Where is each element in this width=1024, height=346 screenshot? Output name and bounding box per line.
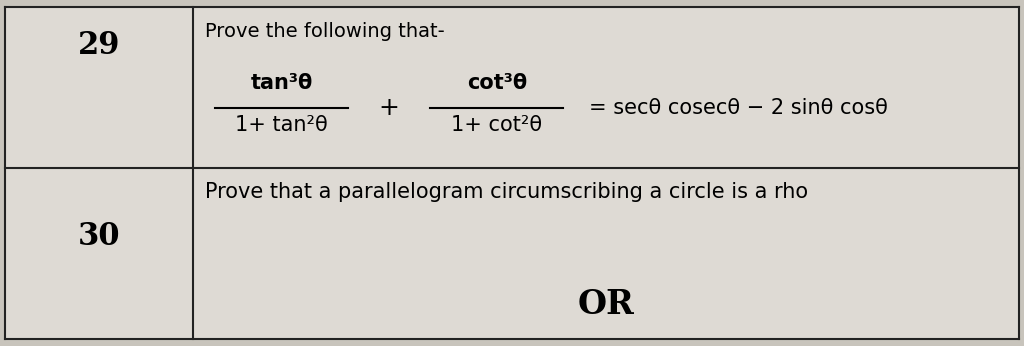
Text: OR: OR (578, 288, 634, 321)
Text: Prove the following that-: Prove the following that- (205, 22, 444, 40)
Bar (5, 7, 193, 168)
Text: cot³θ: cot³θ (467, 73, 527, 92)
Bar (5, 168, 193, 339)
Text: 29: 29 (78, 30, 120, 61)
Text: +: + (379, 96, 399, 120)
Text: tan³θ: tan³θ (251, 73, 313, 92)
Bar (193, 7, 1019, 168)
Text: 1+ tan²θ: 1+ tan²θ (236, 115, 328, 135)
Text: Prove that a parallelogram circumscribing a circle is a rho: Prove that a parallelogram circumscribin… (205, 182, 808, 202)
Text: 30: 30 (78, 221, 120, 252)
Text: = secθ cosecθ − 2 sinθ cosθ: = secθ cosecθ − 2 sinθ cosθ (589, 98, 888, 118)
Text: 1+ cot²θ: 1+ cot²θ (452, 115, 543, 135)
Bar (193, 168, 1019, 339)
